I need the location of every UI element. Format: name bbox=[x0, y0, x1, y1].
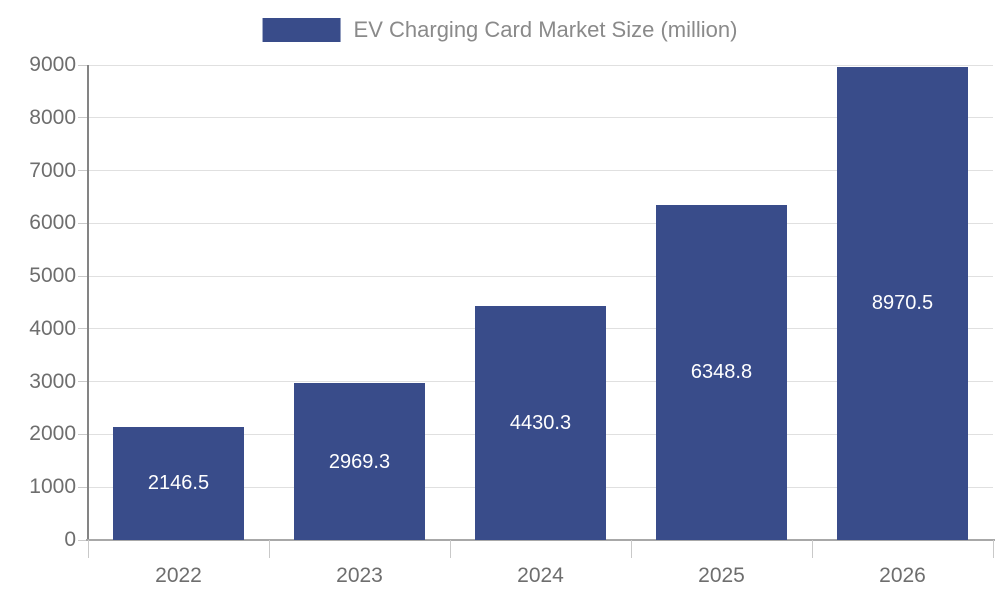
x-axis-tick bbox=[268, 540, 270, 558]
y-axis-tick bbox=[78, 433, 88, 435]
legend-swatch bbox=[262, 18, 341, 42]
y-axis-label: 1000 bbox=[29, 475, 76, 499]
y-axis-line bbox=[87, 65, 89, 540]
bar-value-label: 2969.3 bbox=[328, 450, 391, 473]
x-axis-label: 2025 bbox=[698, 564, 745, 587]
bar-value-label: 4430.3 bbox=[509, 412, 572, 435]
y-axis-label: 7000 bbox=[29, 158, 76, 182]
bar-value-label: 2146.5 bbox=[147, 472, 210, 495]
gridline bbox=[88, 170, 993, 172]
y-axis-tick bbox=[78, 170, 88, 172]
x-axis-label: 2026 bbox=[879, 564, 926, 587]
y-axis-tick bbox=[78, 64, 88, 66]
y-axis-label: 4000 bbox=[29, 316, 76, 340]
y-axis-tick bbox=[78, 381, 88, 383]
y-axis-label: 0 bbox=[64, 528, 76, 552]
y-axis-tick bbox=[78, 539, 88, 541]
gridline bbox=[88, 222, 993, 224]
bar-2023 bbox=[294, 383, 425, 540]
x-axis-label: 2023 bbox=[336, 564, 383, 587]
y-axis-tick bbox=[78, 275, 88, 277]
y-axis-tick bbox=[78, 486, 88, 488]
x-axis-tick bbox=[87, 540, 89, 558]
y-axis-label: 8000 bbox=[29, 105, 76, 129]
x-axis-label: 2022 bbox=[155, 564, 202, 587]
x-axis-label: 2024 bbox=[517, 564, 564, 587]
y-axis-tick bbox=[78, 117, 88, 119]
y-axis-label: 2000 bbox=[29, 422, 76, 446]
y-axis-label: 3000 bbox=[29, 369, 76, 393]
legend-label: EV Charging Card Market Size (million) bbox=[353, 17, 738, 42]
gridline bbox=[88, 64, 993, 66]
y-axis-tick bbox=[78, 328, 88, 330]
legend-item[interactable]: EV Charging Card Market Size (million) bbox=[262, 17, 738, 43]
y-axis-label: 5000 bbox=[29, 264, 76, 288]
x-axis-tick bbox=[811, 540, 813, 558]
bar-2024 bbox=[475, 306, 606, 540]
bar-2026 bbox=[837, 66, 968, 540]
gridline bbox=[88, 117, 993, 119]
y-axis-label: 9000 bbox=[29, 53, 76, 77]
gridline bbox=[88, 275, 993, 277]
bar-value-label: 8970.5 bbox=[871, 292, 934, 315]
x-axis-line bbox=[86, 539, 995, 541]
bar-2022 bbox=[113, 426, 244, 540]
x-axis-tick bbox=[449, 540, 451, 558]
y-axis-label: 6000 bbox=[29, 211, 76, 235]
x-axis-tick bbox=[992, 540, 994, 558]
x-axis-tick bbox=[630, 540, 632, 558]
bar-2025 bbox=[656, 204, 787, 540]
bar-value-label: 6348.8 bbox=[690, 361, 753, 384]
y-axis-tick bbox=[78, 222, 88, 224]
